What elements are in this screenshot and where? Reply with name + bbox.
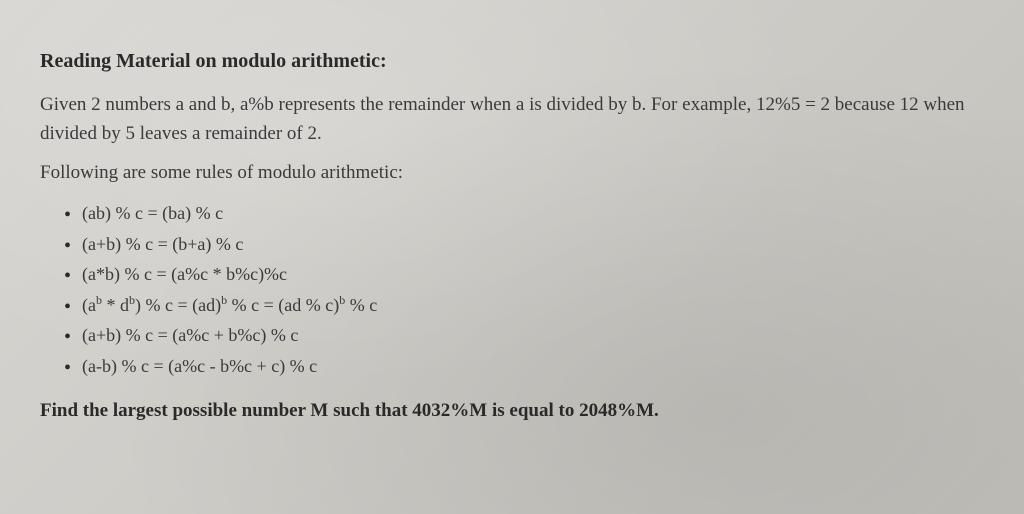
rule-text: (ab * db) % c = (ad)b % c = (ad % c)b % … bbox=[82, 295, 377, 315]
list-item: (a+b) % c = (a%c + b%c) % c bbox=[64, 320, 984, 351]
list-item: (ab * db) % c = (ad)b % c = (ad % c)b % … bbox=[64, 290, 984, 321]
rule-text: (ab) % c = (ba) % c bbox=[82, 203, 223, 223]
list-item: (a+b) % c = (b+a) % c bbox=[64, 229, 984, 260]
rules-list: (ab) % c = (ba) % c (a+b) % c = (b+a) % … bbox=[40, 198, 984, 382]
rule-text: (a+b) % c = (a%c + b%c) % c bbox=[82, 325, 298, 345]
list-item: (a-b) % c = (a%c - b%c + c) % c bbox=[64, 351, 984, 382]
list-item: (ab) % c = (ba) % c bbox=[64, 198, 984, 229]
rule-text: (a*b) % c = (a%c * b%c)%c bbox=[82, 264, 287, 284]
intro-paragraph: Given 2 numbers a and b, a%b represents … bbox=[40, 91, 984, 148]
document-content: Reading Material on modulo arithmetic: G… bbox=[40, 50, 984, 422]
list-item: (a*b) % c = (a%c * b%c)%c bbox=[64, 259, 984, 290]
section-heading: Reading Material on modulo arithmetic: bbox=[40, 50, 984, 73]
rule-text: (a+b) % c = (b+a) % c bbox=[82, 234, 243, 254]
rules-intro: Following are some rules of modulo arith… bbox=[40, 162, 984, 184]
question-text: Find the largest possible number M such … bbox=[40, 400, 984, 422]
rule-text: (a-b) % c = (a%c - b%c + c) % c bbox=[82, 356, 317, 376]
